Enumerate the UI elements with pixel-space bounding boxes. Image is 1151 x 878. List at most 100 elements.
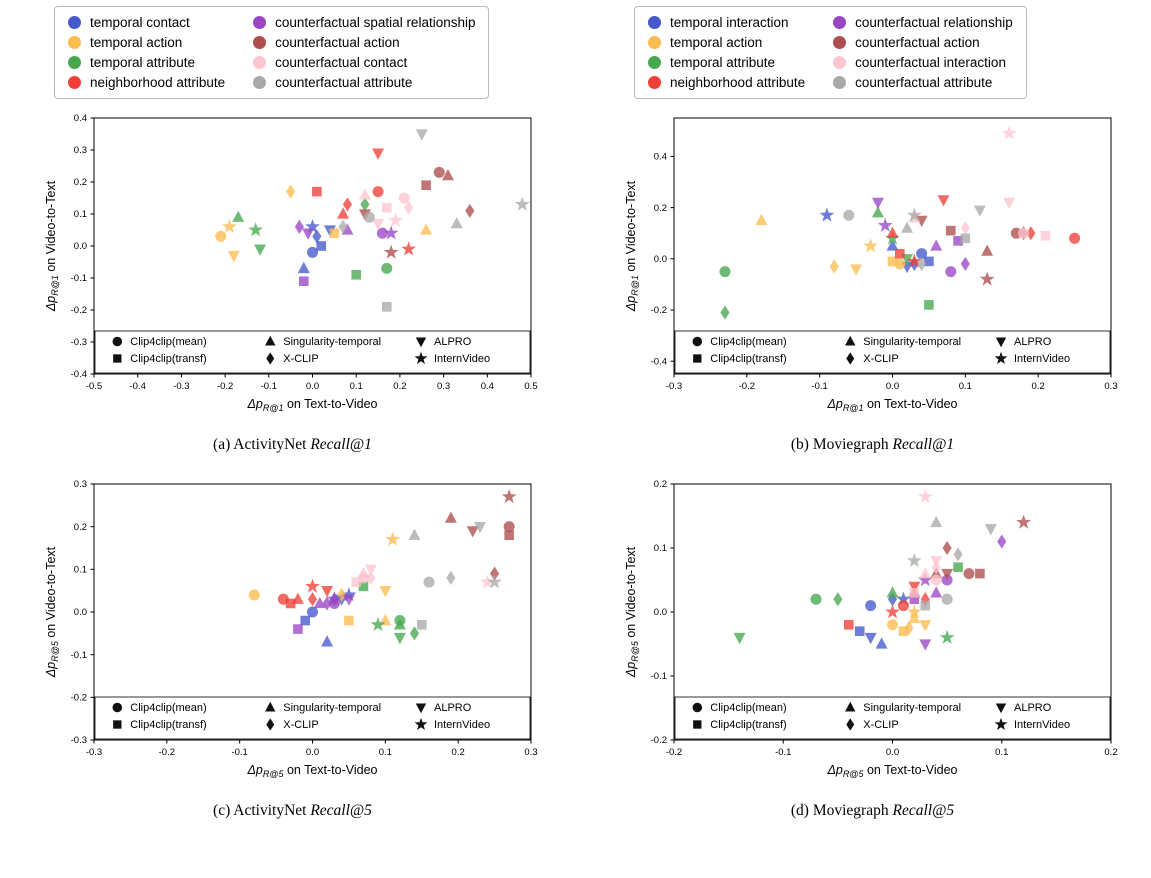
subplot-a-activitynet-recall1: -0.5 -0.4 -0.3 -0.2 -0.1 0.0 0.1 0.2 0.3 0.4 0.5-0… bbox=[44, 113, 538, 413]
x-tick-label: 0.1 bbox=[995, 747, 1008, 758]
data-point bbox=[887, 256, 898, 267]
figure-column-left: temporal contact temporal action temporal … bbox=[0, 6, 576, 840]
x-tick-label: 0.1 bbox=[350, 381, 363, 392]
data-point bbox=[421, 180, 431, 190]
category-color-swatch bbox=[253, 16, 267, 29]
model-legend-label: X-CLIP bbox=[283, 719, 318, 731]
data-point bbox=[433, 166, 445, 178]
data-point bbox=[363, 211, 375, 223]
data-points bbox=[733, 489, 1032, 651]
model-legend-label: ALPRO bbox=[1014, 336, 1052, 348]
data-point bbox=[381, 202, 392, 213]
category-legend-label: counterfactual action bbox=[275, 35, 400, 50]
data-point bbox=[305, 578, 320, 593]
x-tick-label: -0.2 bbox=[739, 381, 755, 392]
x-tick-label: 0.0 bbox=[306, 747, 319, 758]
model-legend-box bbox=[674, 696, 1111, 740]
data-point bbox=[313, 596, 326, 609]
category-color-swatch bbox=[68, 16, 81, 29]
data-point bbox=[446, 570, 456, 585]
category-legend-row-left: temporal contact temporal action temporal … bbox=[0, 6, 490, 108]
category-color-swatch bbox=[68, 56, 81, 69]
data-point bbox=[503, 521, 515, 533]
model-legend-label: X-CLIP bbox=[863, 353, 898, 365]
data-point bbox=[388, 212, 403, 227]
y-tick-label: 0.1 bbox=[74, 565, 87, 576]
data-point bbox=[720, 305, 730, 320]
category-legend-row-right: temporal interaction temporal action tempo… bbox=[576, 6, 1027, 108]
data-point bbox=[875, 637, 888, 649]
data-point bbox=[953, 236, 963, 246]
category-legend-item: temporal attribute bbox=[68, 54, 225, 71]
caption-a-text: (a) ActivityNet bbox=[213, 436, 311, 453]
category-legend-item: temporal attribute bbox=[648, 54, 805, 71]
data-point bbox=[300, 615, 311, 626]
data-point bbox=[444, 511, 457, 523]
model-legend-marker-square bbox=[113, 720, 122, 729]
data-point bbox=[415, 129, 428, 141]
data-point bbox=[360, 197, 370, 212]
data-point bbox=[920, 600, 931, 611]
data-point bbox=[372, 186, 384, 198]
x-tick-label: -0.3 bbox=[86, 747, 102, 758]
data-point bbox=[379, 585, 392, 598]
data-point bbox=[908, 611, 921, 624]
data-point bbox=[896, 591, 911, 606]
category-legend-label: counterfactual attribute bbox=[855, 75, 993, 90]
model-legend-marker-circle bbox=[112, 336, 123, 347]
data-point bbox=[321, 585, 334, 598]
y-tick-label: 0.0 bbox=[654, 254, 667, 265]
data-point bbox=[364, 564, 377, 576]
category-color-swatch bbox=[648, 56, 661, 69]
data-point bbox=[312, 229, 322, 244]
data-point bbox=[901, 221, 914, 233]
data-point bbox=[514, 196, 530, 211]
x-tick-label: 0.4 bbox=[481, 381, 494, 392]
category-legend-item: temporal action bbox=[68, 34, 225, 51]
category-legend-item: counterfactual contact bbox=[253, 54, 475, 71]
data-point bbox=[997, 534, 1007, 549]
data-point bbox=[930, 239, 943, 251]
model-legend-box bbox=[94, 696, 531, 740]
data-point bbox=[909, 588, 920, 598]
data-point bbox=[984, 524, 997, 536]
data-point bbox=[450, 217, 463, 229]
caption-c-text: (c) ActivityNet bbox=[213, 802, 311, 819]
data-point bbox=[441, 169, 454, 181]
data-point bbox=[222, 219, 237, 234]
data-point bbox=[919, 620, 932, 632]
data-point bbox=[833, 592, 843, 607]
data-point bbox=[939, 629, 955, 644]
data-point bbox=[850, 264, 863, 276]
model-legend-marker-star bbox=[414, 717, 428, 730]
data-point bbox=[393, 618, 406, 630]
category-legend-item: counterfactual action bbox=[253, 34, 475, 51]
data-point bbox=[894, 248, 905, 259]
data-point bbox=[1003, 197, 1016, 210]
model-legend-marker-triangle-up bbox=[265, 701, 276, 712]
category-legend-label: counterfactual spatial relationship bbox=[275, 15, 476, 30]
y-tick-label: -0.2 bbox=[651, 305, 667, 316]
data-point bbox=[1040, 230, 1051, 241]
data-point bbox=[924, 256, 934, 267]
x-tick-label: 0.3 bbox=[1104, 381, 1117, 392]
data-point bbox=[285, 598, 296, 609]
data-point bbox=[1001, 125, 1017, 140]
data-point bbox=[886, 226, 899, 238]
figure-column-right: temporal interaction temporal action tempo… bbox=[576, 6, 1151, 840]
data-point bbox=[401, 241, 417, 256]
x-tick-label: 0.1 bbox=[379, 747, 392, 758]
data-point bbox=[409, 626, 420, 641]
figure-scatter-grid: temporal contact temporal action temporal … bbox=[0, 6, 1151, 840]
data-point bbox=[372, 218, 385, 231]
data-point bbox=[358, 188, 371, 200]
x-tick-label: 0.0 bbox=[306, 381, 319, 392]
data-point bbox=[919, 639, 932, 651]
data-point bbox=[941, 593, 953, 605]
model-legend-marker-triangle-up bbox=[845, 335, 856, 346]
y-tick-label: -0.2 bbox=[651, 735, 667, 746]
model-legend-marker-star bbox=[414, 351, 428, 364]
x-tick-label: -0.5 bbox=[86, 381, 102, 392]
category-legend-item: counterfactual spatial relationship bbox=[253, 14, 475, 31]
data-point bbox=[829, 259, 839, 274]
